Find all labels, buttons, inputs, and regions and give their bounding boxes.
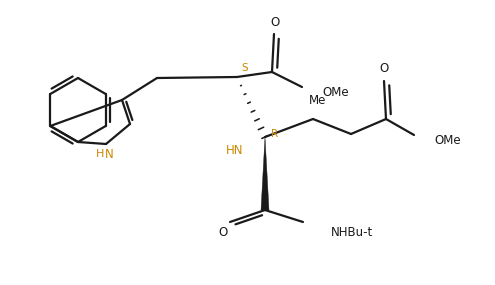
Text: OMe: OMe — [434, 133, 461, 146]
Text: H: H — [96, 149, 104, 159]
Text: O: O — [218, 225, 228, 239]
Text: R: R — [271, 129, 279, 139]
Text: O: O — [379, 62, 389, 76]
Text: HN: HN — [226, 144, 244, 158]
Text: N: N — [104, 148, 113, 160]
Polygon shape — [261, 137, 269, 210]
Text: Me: Me — [309, 95, 327, 107]
Text: S: S — [242, 63, 248, 73]
Text: O: O — [270, 15, 280, 28]
Text: NHBu-t: NHBu-t — [331, 225, 373, 239]
Text: OMe: OMe — [322, 86, 348, 99]
